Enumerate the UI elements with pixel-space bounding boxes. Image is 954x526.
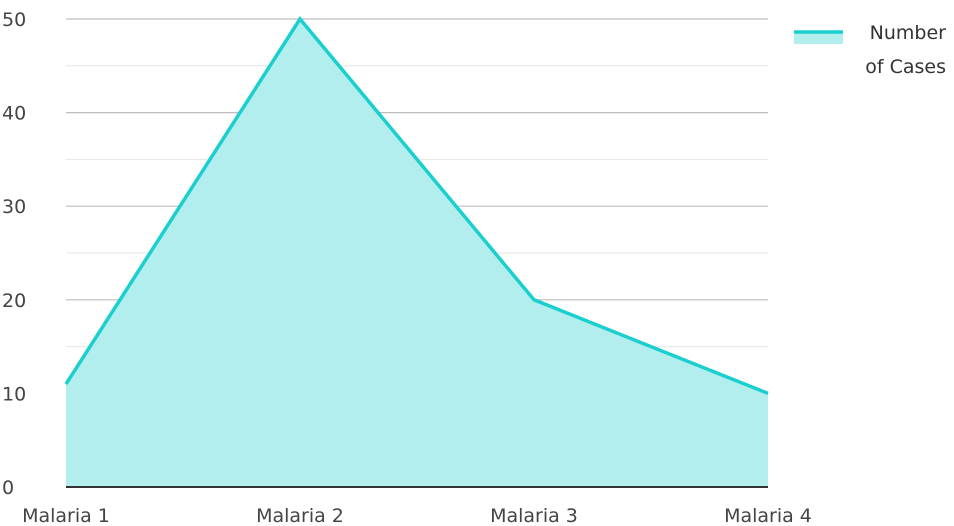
series-line-number-of-cases [64,16,769,396]
legend-label-line-1: Number [870,22,947,44]
y-tick-label: 10 [2,383,26,405]
y-tick-label: 50 [2,9,26,31]
y-tick-label: 0 [2,477,14,499]
y-axis-tick-labels: 0 10 20 30 40 50 [2,9,26,499]
x-tick-label: Malaria 4 [724,505,812,526]
series-area-number-of-cases [66,19,768,487]
legend-swatch-fill [794,33,843,44]
x-tick-label: Malaria 3 [490,505,578,526]
y-tick-label: 40 [2,103,26,125]
legend: Number of Cases [794,22,946,78]
legend-label-line-2: of Cases [865,56,946,78]
x-tick-label: Malaria 2 [256,505,344,526]
x-tick-label: Malaria 1 [22,505,110,526]
y-tick-label: 20 [2,290,26,312]
x-axis-tick-labels: Malaria 1 Malaria 2 Malaria 3 Malaria 4 [22,505,812,526]
y-tick-label: 30 [2,196,26,218]
